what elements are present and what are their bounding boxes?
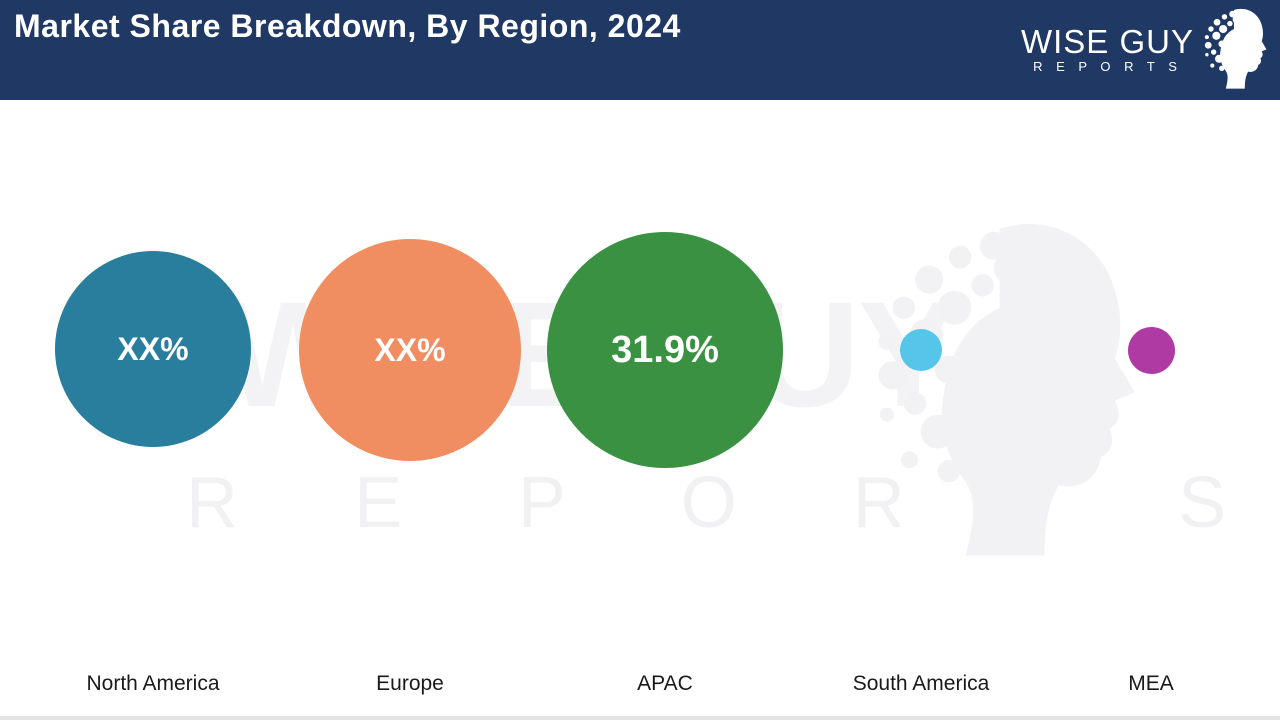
bottom-divider [0,716,1280,720]
bubble-mea [1128,327,1175,374]
category-label-north-america: North America [86,672,220,695]
brand-logo: WISE GUY R E P O R T S [1021,4,1274,96]
bubble-north-america: XX% [55,251,251,447]
brand-head-icon [1198,6,1274,94]
bubble-europe: XX% [299,239,521,461]
bubble-apac: 31.9% [547,232,783,468]
bubble-south-america [900,329,942,371]
page-title: Market Share Breakdown, By Region, 2024 [14,8,681,44]
category-label-europe: Europe [376,672,444,695]
bubble-value-apac: 31.9% [611,328,719,371]
header-bar: Market Share Breakdown, By Region, 2024 … [0,0,1280,100]
category-label-south-america: South America [852,672,990,695]
watermark-head-logo-icon [852,212,1164,578]
bubble-value-europe: XX% [374,331,446,368]
brand-name: WISE GUY [1020,23,1194,60]
brand-logo-text: WISE GUY R E P O R T S [1021,25,1194,75]
category-label-apac: APAC [637,672,693,695]
brand-tagline: R E P O R T S [1033,59,1182,74]
bubble-value-north-america: XX% [117,330,189,367]
category-label-mea: MEA [1128,672,1174,695]
